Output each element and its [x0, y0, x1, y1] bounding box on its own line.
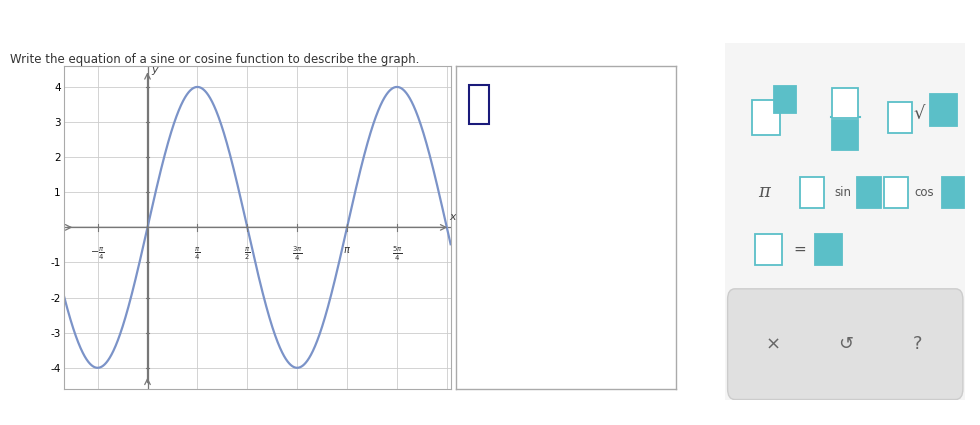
FancyBboxPatch shape — [774, 86, 796, 113]
FancyBboxPatch shape — [800, 177, 823, 208]
Text: ↺: ↺ — [838, 335, 853, 353]
Text: $-\frac{\pi}{4}$: $-\frac{\pi}{4}$ — [90, 245, 105, 262]
Text: ?: ? — [912, 335, 922, 353]
Text: $\pi$: $\pi$ — [343, 245, 351, 255]
FancyBboxPatch shape — [756, 235, 782, 265]
Text: Write the equation of a sine or cosine function to describe the graph.: Write the equation of a sine or cosine f… — [10, 53, 419, 66]
FancyBboxPatch shape — [727, 289, 963, 399]
Text: √: √ — [914, 105, 925, 123]
FancyBboxPatch shape — [815, 235, 842, 265]
Text: $\frac{5\pi}{4}$: $\frac{5\pi}{4}$ — [392, 245, 402, 263]
Text: cos: cos — [914, 186, 934, 199]
Text: =: = — [793, 242, 806, 257]
Text: v: v — [89, 20, 97, 33]
Text: $\frac{3\pi}{4}$: $\frac{3\pi}{4}$ — [292, 245, 303, 263]
Text: $\frac{\pi}{2}$: $\frac{\pi}{2}$ — [244, 245, 251, 262]
FancyBboxPatch shape — [943, 177, 964, 208]
Text: $y$: $y$ — [151, 65, 160, 77]
Text: $\frac{\pi}{4}$: $\frac{\pi}{4}$ — [194, 245, 201, 262]
Text: sin: sin — [834, 186, 852, 199]
Text: ×: × — [765, 335, 781, 353]
FancyBboxPatch shape — [832, 88, 858, 119]
FancyBboxPatch shape — [832, 120, 858, 150]
FancyBboxPatch shape — [884, 177, 907, 208]
FancyBboxPatch shape — [889, 102, 912, 133]
FancyBboxPatch shape — [720, 35, 970, 407]
Bar — [469, 85, 489, 124]
FancyBboxPatch shape — [752, 99, 780, 135]
Text: π: π — [758, 184, 769, 201]
Text: $x$: $x$ — [449, 212, 458, 222]
FancyBboxPatch shape — [930, 94, 956, 126]
FancyBboxPatch shape — [858, 177, 881, 208]
